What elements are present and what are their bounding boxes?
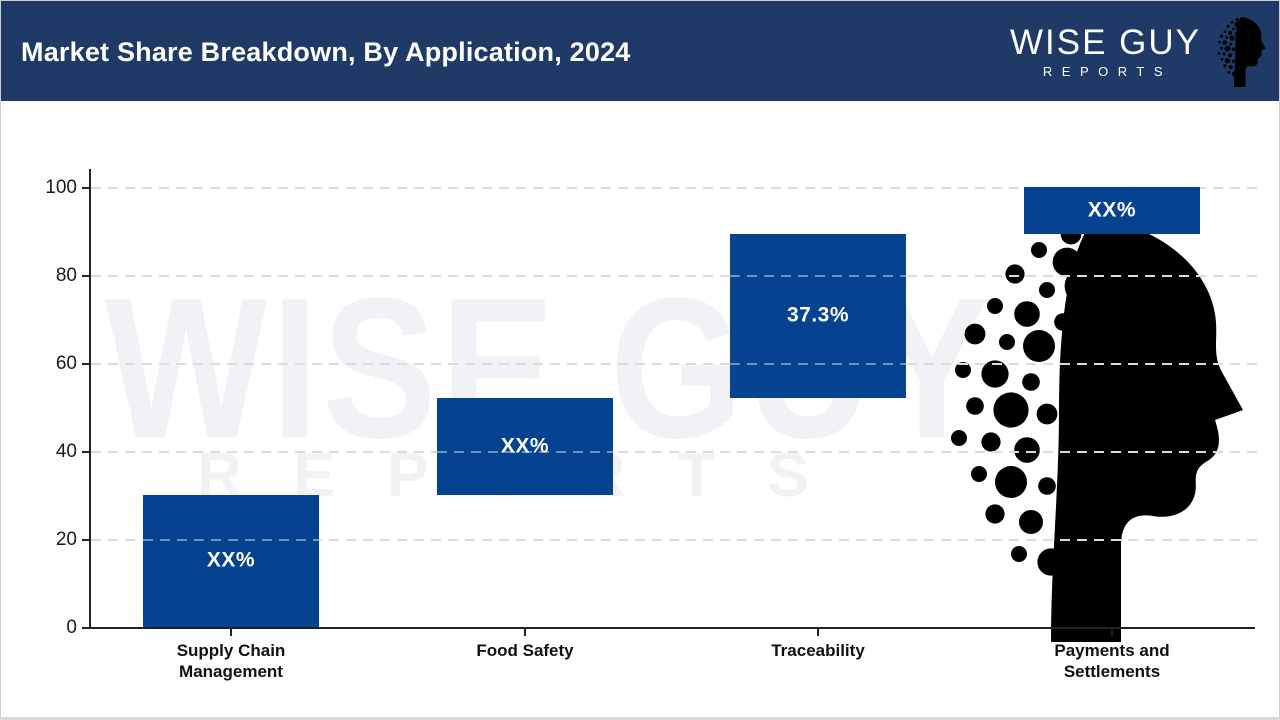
- y-tick-label-0: 0: [66, 617, 77, 638]
- bar-value-label: XX%: [500, 434, 550, 458]
- gridline-over-bar-40: [437, 450, 613, 453]
- bar-value-label: XX%: [1087, 198, 1137, 222]
- logo-head-icon: [1217, 17, 1266, 87]
- y-tick-mark-20: [82, 539, 89, 541]
- y-tick-label-20: 20: [55, 529, 77, 550]
- y-tick-mark-0: [82, 627, 89, 629]
- y-tick-mark-40: [82, 451, 89, 453]
- y-tick-label-60: 60: [55, 353, 77, 374]
- bar-payments-and-settlements[interactable]: XX%: [1024, 187, 1200, 235]
- x-tick-mark-traceability: [817, 629, 819, 636]
- logo-brand-name: WISE GUY: [1009, 23, 1201, 62]
- x-tick-mark-payments-and-settlements: [1111, 629, 1113, 636]
- y-tick-mark-100: [82, 187, 89, 189]
- x-category-label-traceability: Traceability: [771, 641, 865, 660]
- bar-value-label: XX%: [206, 548, 256, 572]
- y-tick-mark-60: [82, 363, 89, 365]
- x-tick-mark-food-safety: [524, 629, 526, 636]
- x-axis-line: [89, 627, 1255, 629]
- gridline-20: [91, 539, 1261, 541]
- y-axis-line: [89, 169, 91, 629]
- x-category-label-supply-chain-management: Supply Chain Management: [176, 641, 286, 682]
- bar-food-safety[interactable]: XX%: [437, 398, 613, 495]
- gridline-over-bar-80: [730, 274, 906, 277]
- gridline-100: [91, 187, 1261, 189]
- gridline-over-bar-60: [730, 362, 906, 365]
- x-tick-mark-supply-chain-management: [230, 629, 232, 636]
- gridline-over-bar-20: [143, 539, 319, 541]
- bar-supply-chain-management[interactable]: XX%: [143, 495, 319, 627]
- x-category-label-payments-and-settlements: Payments and Settlements: [1054, 641, 1170, 682]
- y-tick-label-40: 40: [55, 441, 77, 462]
- y-tick-mark-80: [82, 275, 89, 277]
- bar-value-label: 37.3%: [786, 303, 850, 327]
- x-category-label-food-safety: Food Safety: [476, 641, 574, 660]
- wise-guy-reports-logo: WISE GUY REPORTS: [1010, 9, 1269, 95]
- gridline-80: [91, 275, 1261, 277]
- logo-brand-sub: REPORTS: [1042, 64, 1173, 79]
- gridline-60: [91, 363, 1261, 365]
- page-title: Market Share Breakdown, By Application, …: [21, 37, 631, 67]
- bar-traceability[interactable]: 37.3%: [730, 234, 906, 399]
- y-tick-label-80: 80: [55, 265, 77, 286]
- logo-text: WISE GUY REPORTS: [1010, 25, 1201, 79]
- gridline-40: [91, 451, 1261, 453]
- header-bar: Market Share Breakdown, By Application, …: [1, 1, 1279, 101]
- y-tick-label-100: 100: [45, 177, 77, 198]
